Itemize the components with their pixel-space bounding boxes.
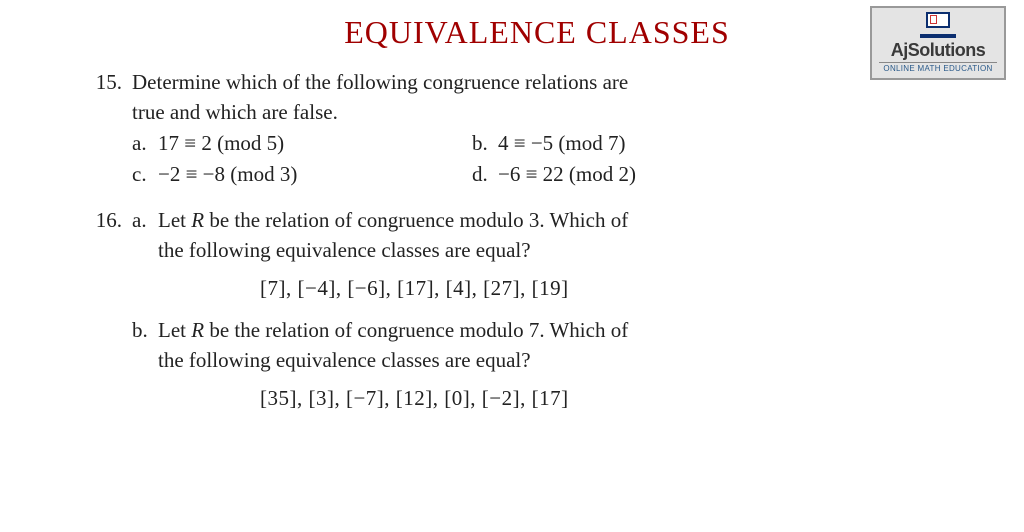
question-15: 15. Determine which of the following con… (90, 67, 984, 191)
question-16: 16. a. Let R be the relation of congruen… (90, 205, 984, 411)
computer-icon (920, 12, 956, 38)
subpart-text: Let R be the relation of congruence modu… (158, 315, 984, 376)
equivalence-classes-list: [35], [3], [−7], [12], [0], [−2], [17] (260, 386, 984, 411)
option-text: −6 ≡ 22 (mod 2) (498, 159, 636, 191)
brand-name: AjSolutions (891, 40, 986, 61)
brand-logo: AjSolutions ONLINE MATH EDUCATION (870, 6, 1006, 80)
question-number: 15. (90, 67, 132, 97)
option-c: c. −2 ≡ −8 (mod 3) (132, 159, 472, 191)
subpart-letter: a. (132, 205, 158, 266)
page-title: EQUIVALENCE CLASSES (90, 14, 984, 51)
option-text: 4 ≡ −5 (mod 7) (498, 128, 626, 160)
question-number: 16. (90, 205, 132, 235)
option-text: −2 ≡ −8 (mod 3) (158, 159, 297, 191)
question-prompt: Determine which of the following congrue… (132, 67, 984, 128)
option-a: a. 17 ≡ 2 (mod 5) (132, 128, 472, 160)
subpart-text: Let R be the relation of congruence modu… (158, 205, 984, 266)
subpart-letter: b. (132, 315, 158, 376)
option-text: 17 ≡ 2 (mod 5) (158, 128, 284, 160)
option-b: b. 4 ≡ −5 (mod 7) (472, 128, 626, 160)
brand-tagline: ONLINE MATH EDUCATION (879, 62, 998, 73)
equivalence-classes-list: [7], [−4], [−6], [17], [4], [27], [19] (260, 276, 984, 301)
option-d: d. −6 ≡ 22 (mod 2) (472, 159, 636, 191)
